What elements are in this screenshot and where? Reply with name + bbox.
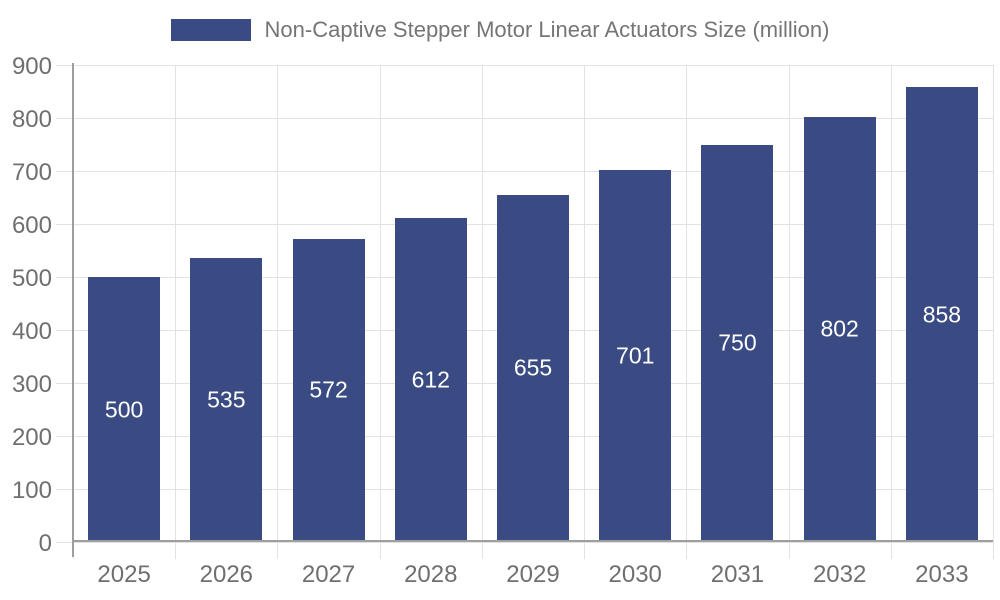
- y-axis-tick-label: 0: [38, 530, 52, 557]
- bar-2029[interactable]: 655: [497, 194, 569, 542]
- bar-2031[interactable]: 750: [701, 144, 774, 542]
- x-gridline: [379, 65, 381, 559]
- bar-value-label: 535: [207, 386, 246, 413]
- x-gridline: [890, 65, 892, 559]
- y-axis-tick-label: 400: [11, 318, 52, 345]
- bar-value-label: 750: [718, 329, 757, 356]
- bar-2030[interactable]: 701: [599, 170, 672, 542]
- bar-2028[interactable]: 612: [394, 217, 467, 542]
- bar-value-label: 500: [104, 396, 144, 422]
- bar-value-label: 802: [820, 315, 859, 342]
- bar-2027[interactable]: 572: [292, 238, 365, 542]
- x-axis-tick-label: 2029: [506, 561, 560, 588]
- x-axis-tick-label: 2027: [301, 561, 356, 588]
- y-axis-tick-label: 800: [11, 106, 52, 133]
- bar-value-label: 572: [309, 376, 348, 403]
- y-axis-tick-label: 300: [11, 371, 52, 398]
- legend-label: Non-Captive Stepper Motor Linear Actuato…: [264, 17, 830, 42]
- bar-value-label: 858: [922, 301, 962, 328]
- y-gridline: [56, 171, 993, 172]
- y-axis-tick-label: 700: [11, 159, 52, 186]
- x-axis-tick-label: 2026: [199, 561, 254, 588]
- x-gridline: [175, 65, 177, 559]
- bar-value-label: 612: [411, 366, 450, 393]
- x-axis-tick-label: 2033: [915, 561, 969, 588]
- x-gridline: [993, 65, 994, 559]
- x-axis-tick-label: 2025: [97, 561, 151, 588]
- x-axis-line: [72, 540, 993, 542]
- y-axis-tick-label: 200: [11, 424, 52, 451]
- y-axis-line: [72, 63, 74, 557]
- x-gridline: [584, 65, 586, 559]
- y-gridline: [56, 118, 993, 119]
- y-gridline: [56, 542, 993, 543]
- x-gridline: [277, 65, 279, 559]
- x-axis-tick-label: 2031: [710, 561, 765, 588]
- x-axis-tick-label: 2030: [608, 561, 662, 588]
- x-gridline: [788, 65, 790, 559]
- bar-2032[interactable]: 802: [803, 116, 876, 542]
- bar-value-label: 701: [616, 342, 655, 369]
- legend-swatch: [170, 19, 251, 41]
- y-axis-tick-label: 600: [11, 212, 52, 239]
- bar-value-label: 655: [513, 354, 553, 381]
- x-gridline: [481, 65, 483, 559]
- bar-2026[interactable]: 535: [190, 258, 263, 542]
- x-axis-tick-label: 2028: [404, 561, 458, 588]
- x-axis-tick-label: 2032: [812, 561, 867, 588]
- y-gridline: [56, 65, 993, 66]
- y-axis-tick-label: 100: [11, 477, 52, 504]
- x-gridline: [686, 65, 688, 559]
- legend[interactable]: Non-Captive Stepper Motor Linear Actuato…: [0, 17, 1000, 43]
- y-axis-tick-label: 500: [11, 265, 52, 292]
- bar-2025[interactable]: 500: [88, 277, 161, 542]
- bar-2033[interactable]: 858: [905, 87, 978, 542]
- y-axis-tick-label: 900: [11, 53, 52, 80]
